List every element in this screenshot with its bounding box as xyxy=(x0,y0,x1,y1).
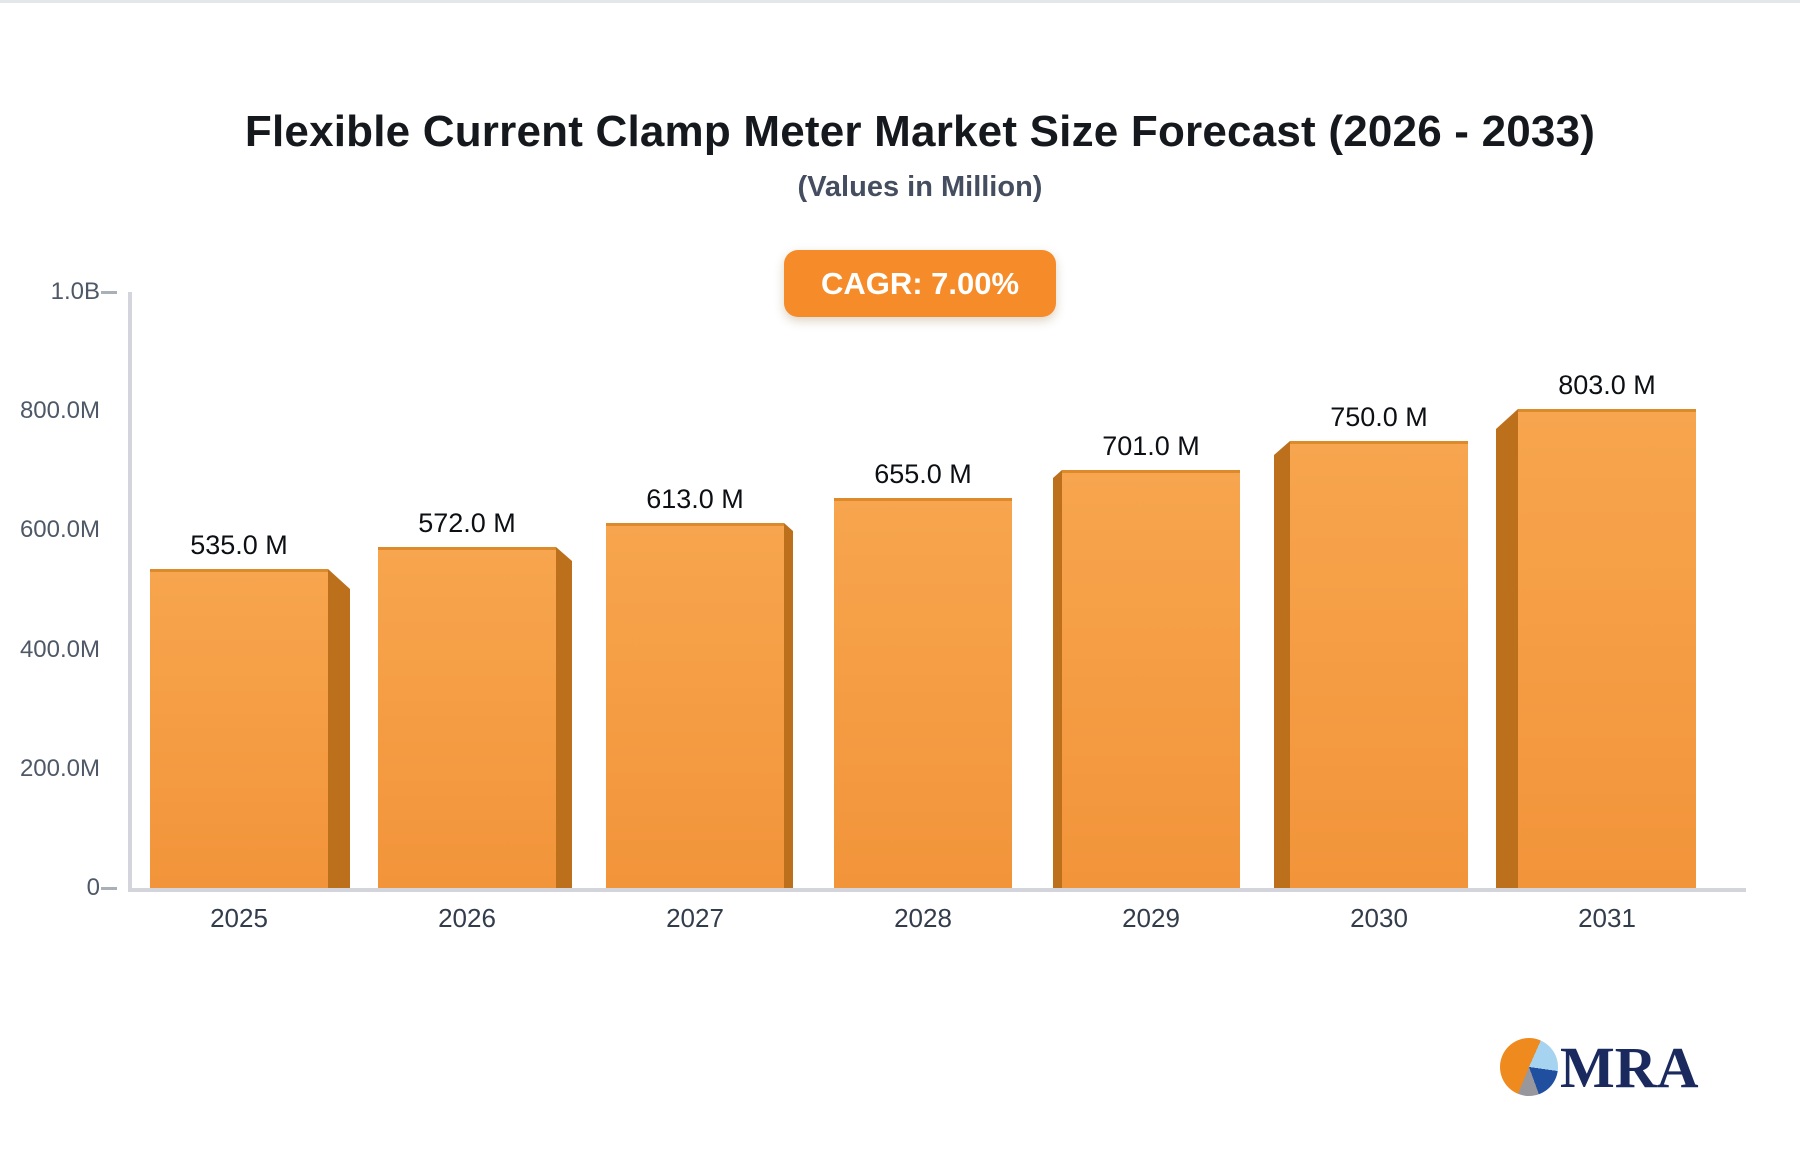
logo-text: MRA xyxy=(1560,1034,1699,1100)
x-tick-label-2030: 2030 xyxy=(1350,903,1408,933)
value-label-2027: 613.0 M xyxy=(646,484,744,514)
y-tick-label-800.0M: 800.0M xyxy=(19,397,100,424)
x-tick-label-2031: 2031 xyxy=(1578,903,1636,933)
y-tick-label-200.0M: 200.0M xyxy=(19,755,100,782)
bar-side-2031 xyxy=(1496,409,1518,888)
cagr-badge: CAGR: 7.00% xyxy=(783,250,1057,317)
y-tick-label-0: 0 xyxy=(86,874,100,901)
bar-2030 xyxy=(1290,441,1468,888)
bar-side-2026 xyxy=(556,547,572,888)
y-tick-mark-1.0B xyxy=(101,291,117,294)
bar-side-2027 xyxy=(784,523,793,888)
y-tick-label-400.0M: 400.0M xyxy=(19,636,100,663)
value-label-2029: 701.0 M xyxy=(1102,431,1200,461)
bar-2025 xyxy=(150,569,328,888)
bar-2029 xyxy=(1062,470,1240,888)
x-tick-label-2029: 2029 xyxy=(1122,903,1180,933)
chart-title: Flexible Current Clamp Meter Market Size… xyxy=(244,107,1596,156)
bar-side-2025 xyxy=(328,569,350,888)
y-axis-line xyxy=(128,292,132,888)
x-axis-line xyxy=(128,888,1746,892)
x-tick-label-2025: 2025 xyxy=(210,903,268,933)
bar-2026 xyxy=(378,547,556,888)
y-tick-label-1.0B: 1.0B xyxy=(50,278,100,305)
x-tick-label-2028: 2028 xyxy=(894,903,952,933)
chart-header: Flexible Current Clamp Meter Market Size… xyxy=(40,0,1800,317)
value-label-2026: 572.0 M xyxy=(418,508,516,538)
x-tick-label-2027: 2027 xyxy=(666,903,724,933)
bar-2031 xyxy=(1518,409,1696,888)
bar-side-2030 xyxy=(1274,441,1290,888)
value-label-2025: 535.0 M xyxy=(190,530,288,560)
x-tick-label-2026: 2026 xyxy=(438,903,496,933)
y-tick-mark-0 xyxy=(101,887,117,890)
chart-subtitle: (Values in Million) xyxy=(797,171,1043,203)
bar-2028 xyxy=(834,498,1012,888)
top-border xyxy=(0,0,1800,3)
value-label-2031: 803.0 M xyxy=(1558,370,1656,400)
y-tick-label-600.0M: 600.0M xyxy=(19,516,100,543)
pie-chart-icon xyxy=(1500,1038,1558,1096)
value-label-2028: 655.0 M xyxy=(874,459,972,489)
bar-side-2029 xyxy=(1053,470,1062,888)
bar-2027 xyxy=(606,523,784,888)
mra-logo: MRA xyxy=(1500,1034,1699,1100)
value-label-2030: 750.0 M xyxy=(1330,402,1428,432)
